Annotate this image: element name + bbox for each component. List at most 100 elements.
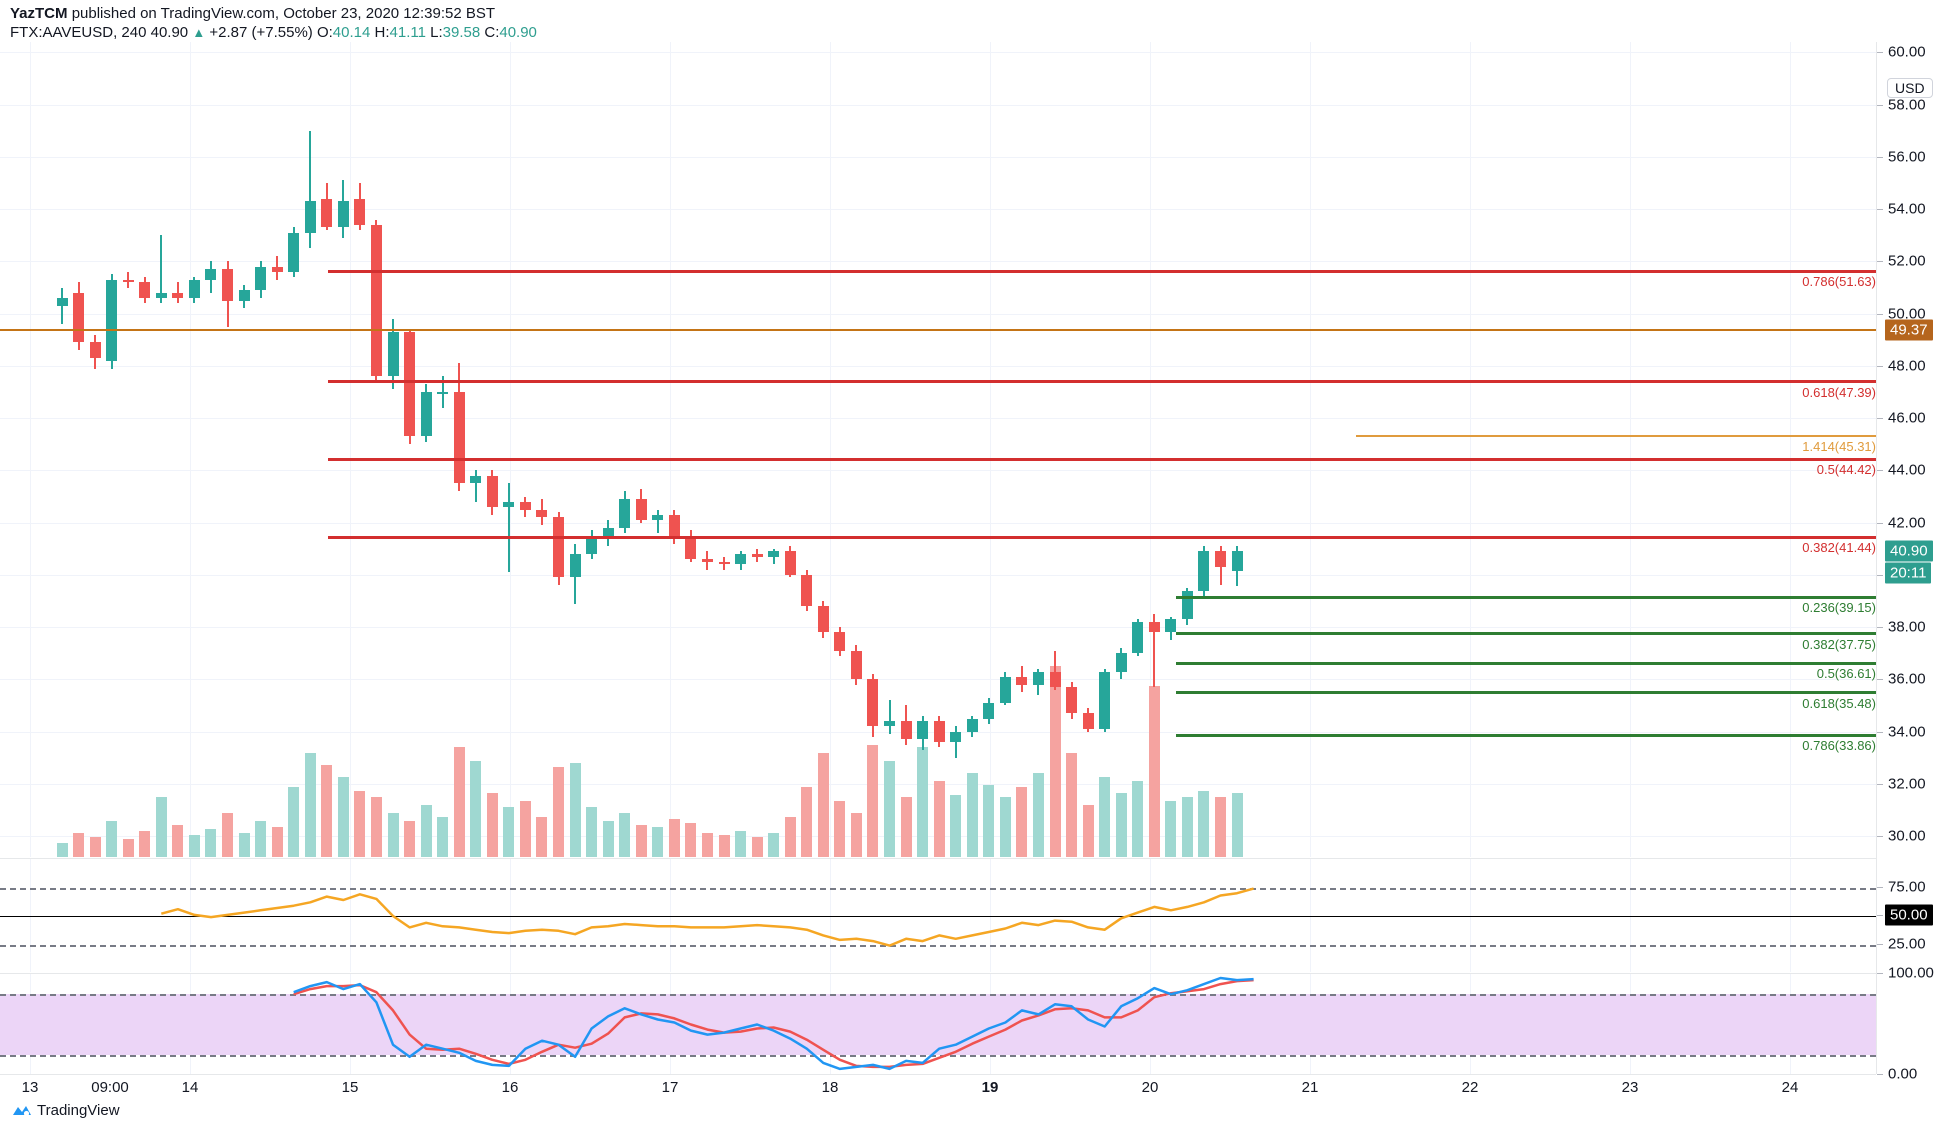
fib-level-line[interactable] <box>1176 733 1876 737</box>
volume-bar <box>354 790 366 857</box>
candle-body <box>337 201 349 228</box>
stochastic-tick-label: 0.00 <box>1888 1065 1918 1083</box>
volume-bar <box>983 784 995 857</box>
fib-level-label: 0.5(44.42) <box>1816 462 1876 478</box>
candle-body <box>999 676 1011 703</box>
fib-level-line[interactable] <box>1176 661 1876 665</box>
chart-plot-area[interactable]: 0.786(51.63) 0.618(47.39) 0.5(44.42) 0.382(… <box>0 42 1876 1074</box>
candle-wick <box>954 726 957 758</box>
publish-info: published on TradingView.com, October 23… <box>71 5 496 22</box>
candle-body <box>983 702 995 719</box>
volume-bar <box>900 796 912 857</box>
price-pane[interactable]: 0.786(51.63) 0.618(47.39) 0.5(44.42) 0.382(… <box>0 42 1876 857</box>
candle-wick <box>61 287 63 325</box>
time-tick-label: 18 <box>821 1079 839 1096</box>
volume-bar <box>437 816 449 857</box>
volume-bar <box>768 832 780 857</box>
fib-level-line[interactable] <box>328 457 1876 461</box>
volume-bar <box>917 746 929 857</box>
price-scale[interactable]: USD 60.00 58.00 56.00 54.00 52.00 50.00 48.00 4… <box>1876 42 1934 1083</box>
time-gridline <box>1790 859 1791 972</box>
volume-bar <box>387 812 399 857</box>
stochastic-band <box>0 994 1876 1055</box>
price-tick <box>1877 313 1883 315</box>
tradingview-logo[interactable]: TradingView <box>12 1102 120 1119</box>
candle-body <box>1115 653 1127 672</box>
candle-body <box>536 509 548 518</box>
candle-body <box>89 342 101 359</box>
time-gridline <box>1150 42 1151 857</box>
volume-bar <box>304 752 316 857</box>
volume-bar <box>1148 686 1160 857</box>
fib-level-label: 0.382(41.44) <box>1802 540 1876 556</box>
volume-bar <box>205 828 217 857</box>
volume-bar <box>1115 792 1127 857</box>
time-gridline <box>990 859 991 972</box>
time-tick-label: 24 <box>1781 1079 1799 1096</box>
candle-body <box>884 721 895 727</box>
fib-level-line[interactable] <box>328 269 1876 273</box>
time-gridline <box>510 42 511 857</box>
currency-pill[interactable]: USD <box>1887 78 1933 98</box>
fib-level-line[interactable] <box>1176 691 1876 695</box>
low-value: 39.58 <box>442 24 481 41</box>
horizontal-line[interactable] <box>0 328 1876 331</box>
candle-body <box>73 292 85 343</box>
time-gridline <box>1310 42 1311 857</box>
price-tick <box>1877 261 1883 263</box>
price-tick-label: 46.00 <box>1888 409 1926 427</box>
fib-level-line[interactable] <box>1176 632 1876 636</box>
fib-level-line[interactable] <box>328 380 1876 384</box>
candle-body <box>437 392 449 394</box>
candle-body <box>1215 551 1226 568</box>
time-tick-label: 20 <box>1141 1079 1159 1096</box>
author-name: YazTCM <box>10 5 68 22</box>
stochastic-tick <box>1877 973 1883 974</box>
time-gridline <box>1470 859 1471 972</box>
candle-body <box>718 561 730 565</box>
volume-bar <box>337 776 349 857</box>
price-gridline <box>0 209 1876 211</box>
time-tick-label: 16 <box>501 1079 519 1096</box>
volume-bar <box>1181 796 1193 857</box>
close-label: C: <box>484 24 500 41</box>
candle-body <box>1231 551 1243 572</box>
time-scale[interactable]: 09:00 13 14 15 16 17 18 19 20 21 22 23 24 <box>0 1074 1876 1100</box>
volume-bar <box>619 812 631 857</box>
candle-body <box>470 475 482 484</box>
candle-body <box>850 650 862 680</box>
volume-bar <box>89 836 101 857</box>
candle-body <box>1049 671 1061 688</box>
fib-level-label: 0.236(39.15) <box>1802 600 1876 616</box>
volume-bar <box>668 818 680 857</box>
stochastic-k-line <box>293 976 1254 1071</box>
volume-bar <box>288 786 300 857</box>
current-price-badge: 40.90 <box>1885 540 1933 562</box>
time-gridline <box>830 42 831 857</box>
price-tick-label: 52.00 <box>1888 252 1926 270</box>
volume-bar <box>271 826 283 857</box>
time-gridline <box>350 42 351 857</box>
fib-level-label: 0.786(33.86) <box>1802 738 1876 754</box>
volume-bar <box>122 838 134 857</box>
time-gridline <box>1630 42 1631 857</box>
horizontal-line[interactable] <box>1356 434 1876 437</box>
price-tick-label: 38.00 <box>1888 618 1926 636</box>
fib-level-line[interactable] <box>328 535 1876 539</box>
fib-level-line[interactable] <box>1176 595 1876 599</box>
price-gridline <box>0 470 1876 472</box>
rsi-tick <box>1877 886 1883 888</box>
rsi-pane[interactable] <box>0 858 1876 972</box>
price-tick <box>1877 470 1883 472</box>
volume-bar <box>238 832 250 857</box>
volume-bar <box>867 744 879 857</box>
stochastic-pane[interactable] <box>0 973 1876 1074</box>
symbol-ohlc-line: FTX:AAVEUSD, 240 40.90 ▲ +2.87 (+7.55%) … <box>10 23 537 42</box>
price-tick <box>1877 783 1883 785</box>
candle-wick <box>474 470 477 502</box>
candle-body <box>1198 551 1210 591</box>
candle-wick <box>127 271 130 288</box>
volume-bar <box>139 830 151 857</box>
candle-body <box>255 266 267 291</box>
